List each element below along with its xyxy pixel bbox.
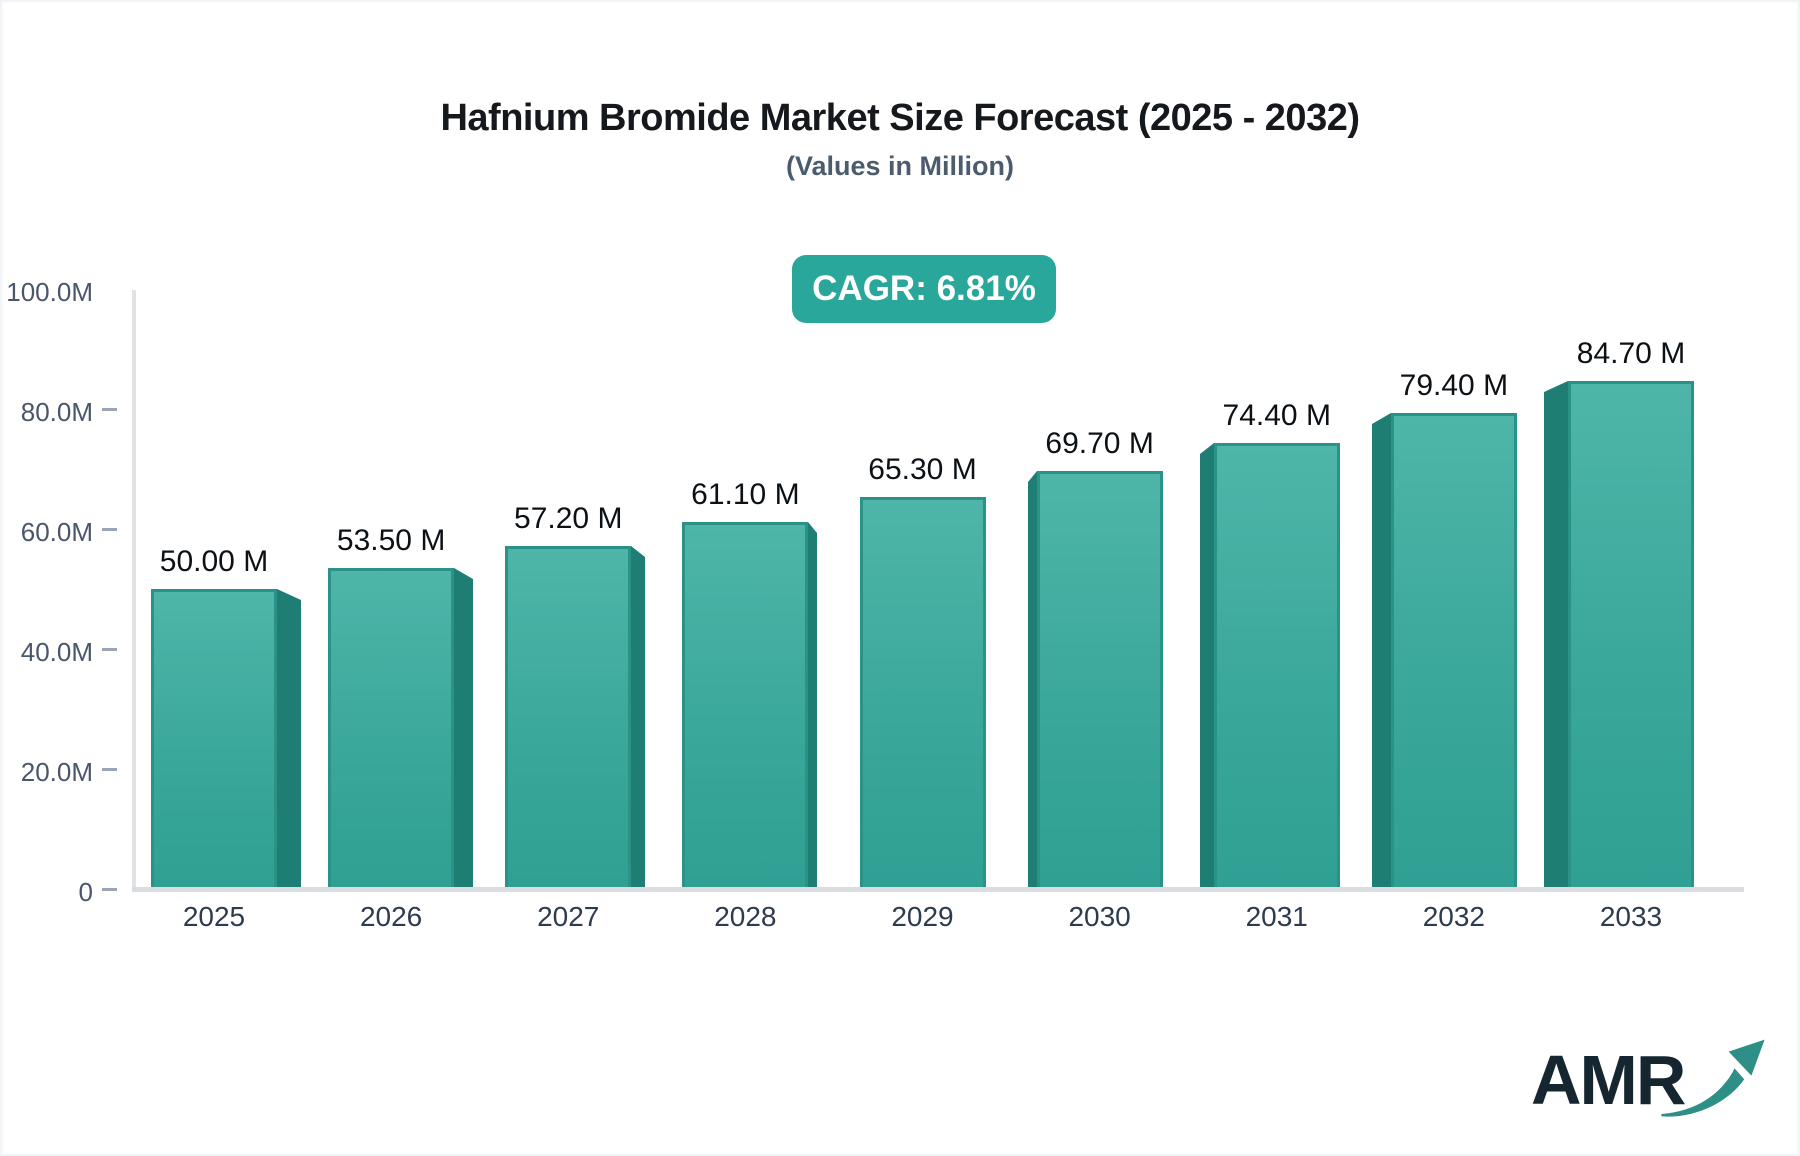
bar-value-label-2031: 74.40 M — [1222, 399, 1331, 432]
x-tick-label-2030: 2030 — [1068, 901, 1131, 932]
amr-logo-text: AMR — [1531, 1041, 1686, 1119]
y-axis-label: 0 — [78, 877, 93, 907]
bar-2028 — [682, 522, 808, 889]
bar-side-face-2026 — [454, 568, 473, 889]
y-axis-label: 60.0M — [20, 517, 93, 547]
bar-value-label-2028: 61.10 M — [691, 478, 800, 511]
trend-arrow-icon — [1661, 1039, 1765, 1117]
bar-2030 — [1037, 471, 1163, 889]
bar-2032 — [1391, 413, 1517, 889]
chart-title: Hafnium Bromide Market Size Forecast (20… — [440, 97, 1360, 139]
y-axis-tick — [102, 888, 117, 891]
x-tick-label-2033: 2033 — [1599, 901, 1663, 932]
chart-subtitle: (Values in Million) — [785, 151, 1015, 181]
bar-2026 — [328, 568, 454, 889]
y-axis-line — [132, 290, 136, 889]
bar-side-face-2027 — [631, 546, 645, 889]
bar-2031 — [1214, 443, 1340, 889]
bar-2025 — [151, 589, 277, 889]
amr-logo: AMR — [1521, 1026, 1771, 1136]
bar-side-face-2033 — [1544, 381, 1568, 889]
x-axis-line — [132, 887, 1744, 892]
y-axis-tick — [102, 768, 117, 771]
x-tick-label-2025: 2025 — [182, 901, 246, 932]
y-axis-tick — [102, 408, 117, 411]
bar-value-label-2033: 84.70 M — [1576, 337, 1686, 370]
x-tick-label-2026: 2026 — [359, 901, 423, 932]
bar-value-label-2025: 50.00 M — [159, 545, 269, 578]
x-tick-label-2027: 2027 — [537, 901, 600, 932]
y-axis-label: 100.0M — [6, 277, 93, 307]
y-axis-label: 40.0M — [20, 637, 93, 667]
y-axis-label: 20.0M — [20, 757, 93, 787]
bar-side-face-2030 — [1028, 471, 1037, 889]
bar-side-face-2032 — [1372, 413, 1391, 889]
x-tick-label-2032: 2032 — [1422, 901, 1486, 932]
x-tick-label-2028: 2028 — [714, 901, 777, 932]
bar-value-label-2029: 65.30 M — [868, 453, 977, 486]
y-axis-tick — [102, 528, 117, 531]
y-axis-tick — [102, 648, 117, 651]
x-tick-label-2029: 2029 — [891, 901, 954, 932]
bar-2027 — [505, 546, 631, 889]
bar-side-face-2028 — [808, 522, 817, 889]
bar-value-label-2026: 53.50 M — [336, 524, 446, 557]
bar-value-label-2030: 69.70 M — [1045, 427, 1154, 460]
cagr-badge: CAGR: 6.81% — [792, 255, 1056, 323]
bar-side-face-2025 — [277, 589, 301, 889]
cagr-badge-label: CAGR: 6.81% — [812, 269, 1036, 308]
bar-2029 — [860, 497, 986, 889]
x-tick-label-2031: 2031 — [1245, 901, 1308, 932]
y-axis-label: 80.0M — [20, 397, 93, 427]
bar-value-label-2027: 57.20 M — [514, 502, 623, 535]
bar-side-face-2031 — [1200, 443, 1214, 889]
bar-value-label-2032: 79.40 M — [1399, 369, 1509, 402]
bar-2033 — [1568, 381, 1694, 889]
